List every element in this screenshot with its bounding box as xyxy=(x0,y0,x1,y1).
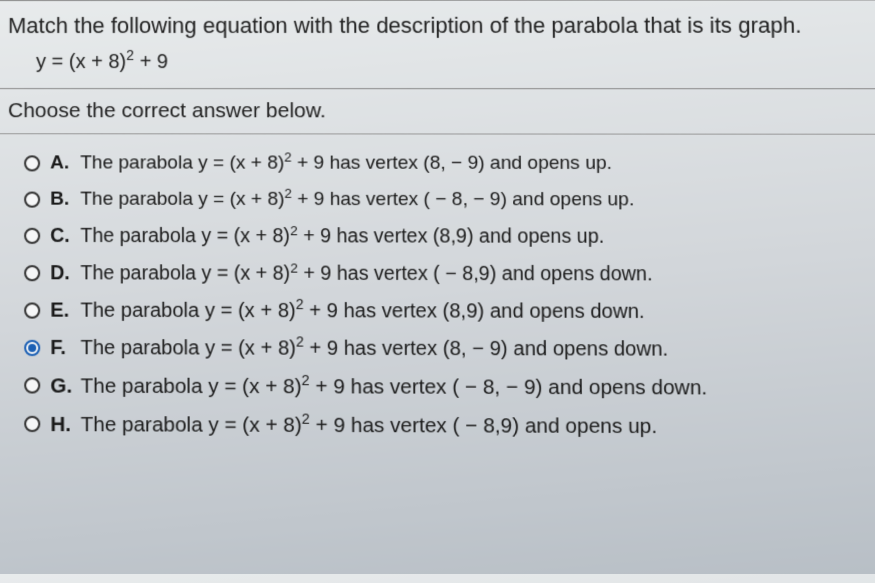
option-h[interactable]: H. The parabola y = (x + 8)2 + 9 has ver… xyxy=(24,413,875,440)
radio-icon[interactable] xyxy=(24,265,40,281)
radio-icon[interactable] xyxy=(24,302,40,318)
question-prompt: Match the following equation with the de… xyxy=(8,13,866,39)
radio-icon[interactable] xyxy=(24,155,40,171)
option-label: D. xyxy=(50,262,72,285)
option-a[interactable]: A. The parabola y = (x + 8)2 + 9 has ver… xyxy=(24,152,875,175)
option-label: B. xyxy=(50,189,72,211)
option-text: The parabola y = (x + 8)2 + 9 has vertex… xyxy=(81,374,875,401)
option-label: E. xyxy=(50,299,72,322)
option-label: A. xyxy=(50,152,72,174)
option-text: The parabola y = (x + 8)2 + 9 has vertex… xyxy=(80,152,875,175)
radio-icon[interactable] xyxy=(24,192,40,208)
question-block: Match the following equation with the de… xyxy=(0,0,875,89)
option-label: F. xyxy=(50,337,72,360)
option-text: The parabola y = (x + 8)2 + 9 has vertex… xyxy=(80,225,875,249)
option-label: G. xyxy=(50,374,72,398)
option-f[interactable]: F. The parabola y = (x + 8)2 + 9 has ver… xyxy=(24,337,875,362)
radio-icon[interactable] xyxy=(24,416,40,432)
options-list: A. The parabola y = (x + 8)2 + 9 has ver… xyxy=(0,134,875,462)
radio-icon[interactable] xyxy=(24,340,40,356)
question-equation: y = (x + 8)2 + 9 xyxy=(8,51,866,74)
option-label: H. xyxy=(50,413,72,437)
radio-icon[interactable] xyxy=(24,228,40,244)
instruction-text: Choose the correct answer below. xyxy=(0,89,875,135)
option-b[interactable]: B. The parabola y = (x + 8)2 + 9 has ver… xyxy=(24,189,875,212)
option-text: The parabola y = (x + 8)2 + 9 has vertex… xyxy=(81,413,875,440)
option-e[interactable]: E. The parabola y = (x + 8)2 + 9 has ver… xyxy=(24,299,875,324)
option-label: C. xyxy=(50,225,72,248)
radio-icon[interactable] xyxy=(24,377,40,393)
option-text: The parabola y = (x + 8)2 + 9 has vertex… xyxy=(80,300,875,325)
option-g[interactable]: G. The parabola y = (x + 8)2 + 9 has ver… xyxy=(24,374,875,401)
option-text: The parabola y = (x + 8)2 + 9 has vertex… xyxy=(80,189,875,212)
option-text: The parabola y = (x + 8)2 + 9 has vertex… xyxy=(81,337,875,362)
option-text: The parabola y = (x + 8)2 + 9 has vertex… xyxy=(80,262,875,287)
option-d[interactable]: D. The parabola y = (x + 8)2 + 9 has ver… xyxy=(24,262,875,287)
option-c[interactable]: C. The parabola y = (x + 8)2 + 9 has ver… xyxy=(24,225,875,250)
quiz-screen: Match the following equation with the de… xyxy=(0,0,875,462)
